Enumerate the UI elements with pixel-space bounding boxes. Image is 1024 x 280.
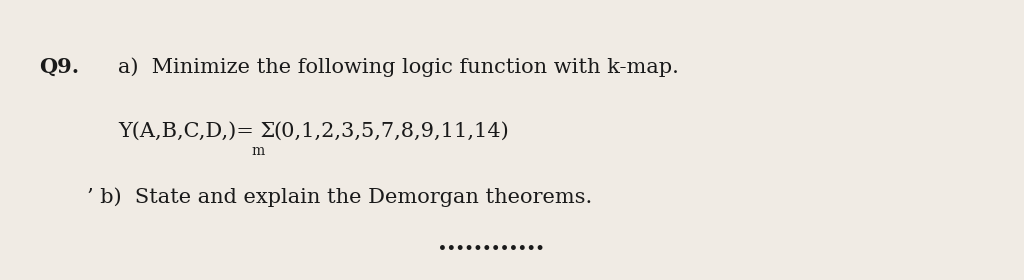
Text: ••••••••••••: •••••••••••• [438, 242, 545, 256]
Text: Q9.: Q9. [39, 57, 79, 77]
Text: m: m [251, 144, 264, 158]
Text: ’ b)  State and explain the Demorgan theorems.: ’ b) State and explain the Demorgan theo… [87, 188, 592, 207]
Text: (0,1,2,3,5,7,8,9,11,14): (0,1,2,3,5,7,8,9,11,14) [273, 122, 509, 141]
Text: a)  Minimize the following logic function with k-map.: a) Minimize the following logic function… [118, 57, 679, 77]
Text: Y(A,B,C,D,)= Σ: Y(A,B,C,D,)= Σ [118, 122, 275, 141]
